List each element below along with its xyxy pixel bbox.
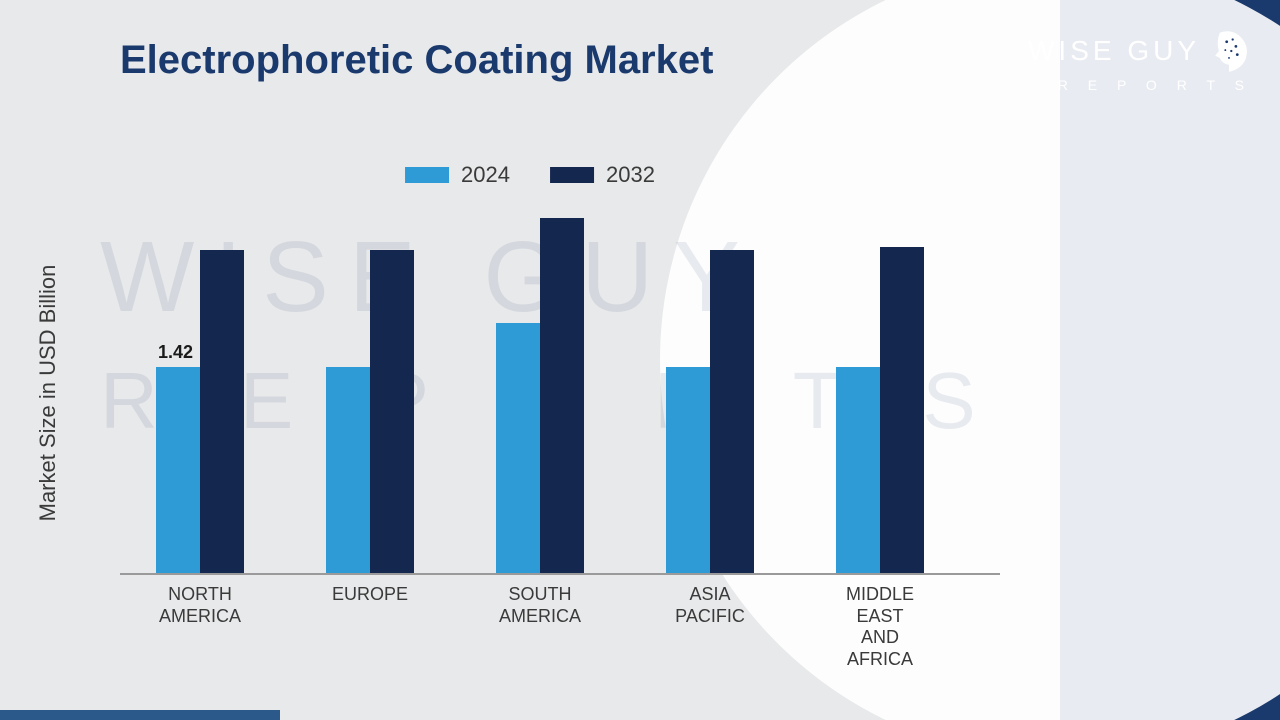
bar-2032 (710, 250, 754, 573)
legend-item-2032: 2032 (550, 162, 655, 188)
chart-title: Electrophoretic Coating Market (120, 38, 713, 83)
footer-accent-bar (0, 710, 280, 720)
x-axis-line (120, 573, 1000, 575)
plot-area: 1.42 (120, 195, 1000, 575)
bar-2024 (326, 367, 370, 573)
category-label: NORTHAMERICA (130, 584, 270, 627)
category-label: MIDDLEEASTANDAFRICA (810, 584, 950, 670)
bar-2024 (836, 367, 880, 573)
bar-2032 (880, 247, 924, 573)
brand-logo: WISE GUY R E P O R T S (1028, 28, 1252, 92)
brand-sub-text: R E P O R T S (1028, 78, 1252, 92)
legend-label: 2024 (461, 162, 510, 188)
category-label: SOUTHAMERICA (470, 584, 610, 627)
bar-2024 (666, 367, 710, 573)
legend-swatch-icon (550, 167, 594, 183)
category-labels: NORTHAMERICA EUROPE SOUTHAMERICA ASIAPACIFI… (120, 578, 1000, 698)
bar-2024 (156, 367, 200, 573)
category-label: ASIAPACIFIC (640, 584, 780, 627)
bar-2024 (496, 323, 540, 573)
chart-container: Electrophoretic Coating Market WISE GUY … (0, 0, 1060, 720)
legend-item-2024: 2024 (405, 162, 510, 188)
category-label: EUROPE (300, 584, 440, 606)
legend-swatch-icon (405, 167, 449, 183)
page-root: WISE GUY R E P O R T S Electrophoretic C… (0, 0, 1280, 720)
bar-2032 (200, 250, 244, 573)
bar-value-label: 1.42 (158, 342, 193, 363)
bar-2032 (540, 218, 584, 573)
bar-2032 (370, 250, 414, 573)
legend-label: 2032 (606, 162, 655, 188)
legend: 2024 2032 (405, 162, 655, 188)
y-axis-label: Market Size in USD Billion (35, 265, 61, 522)
brand-head-icon (1206, 28, 1252, 74)
